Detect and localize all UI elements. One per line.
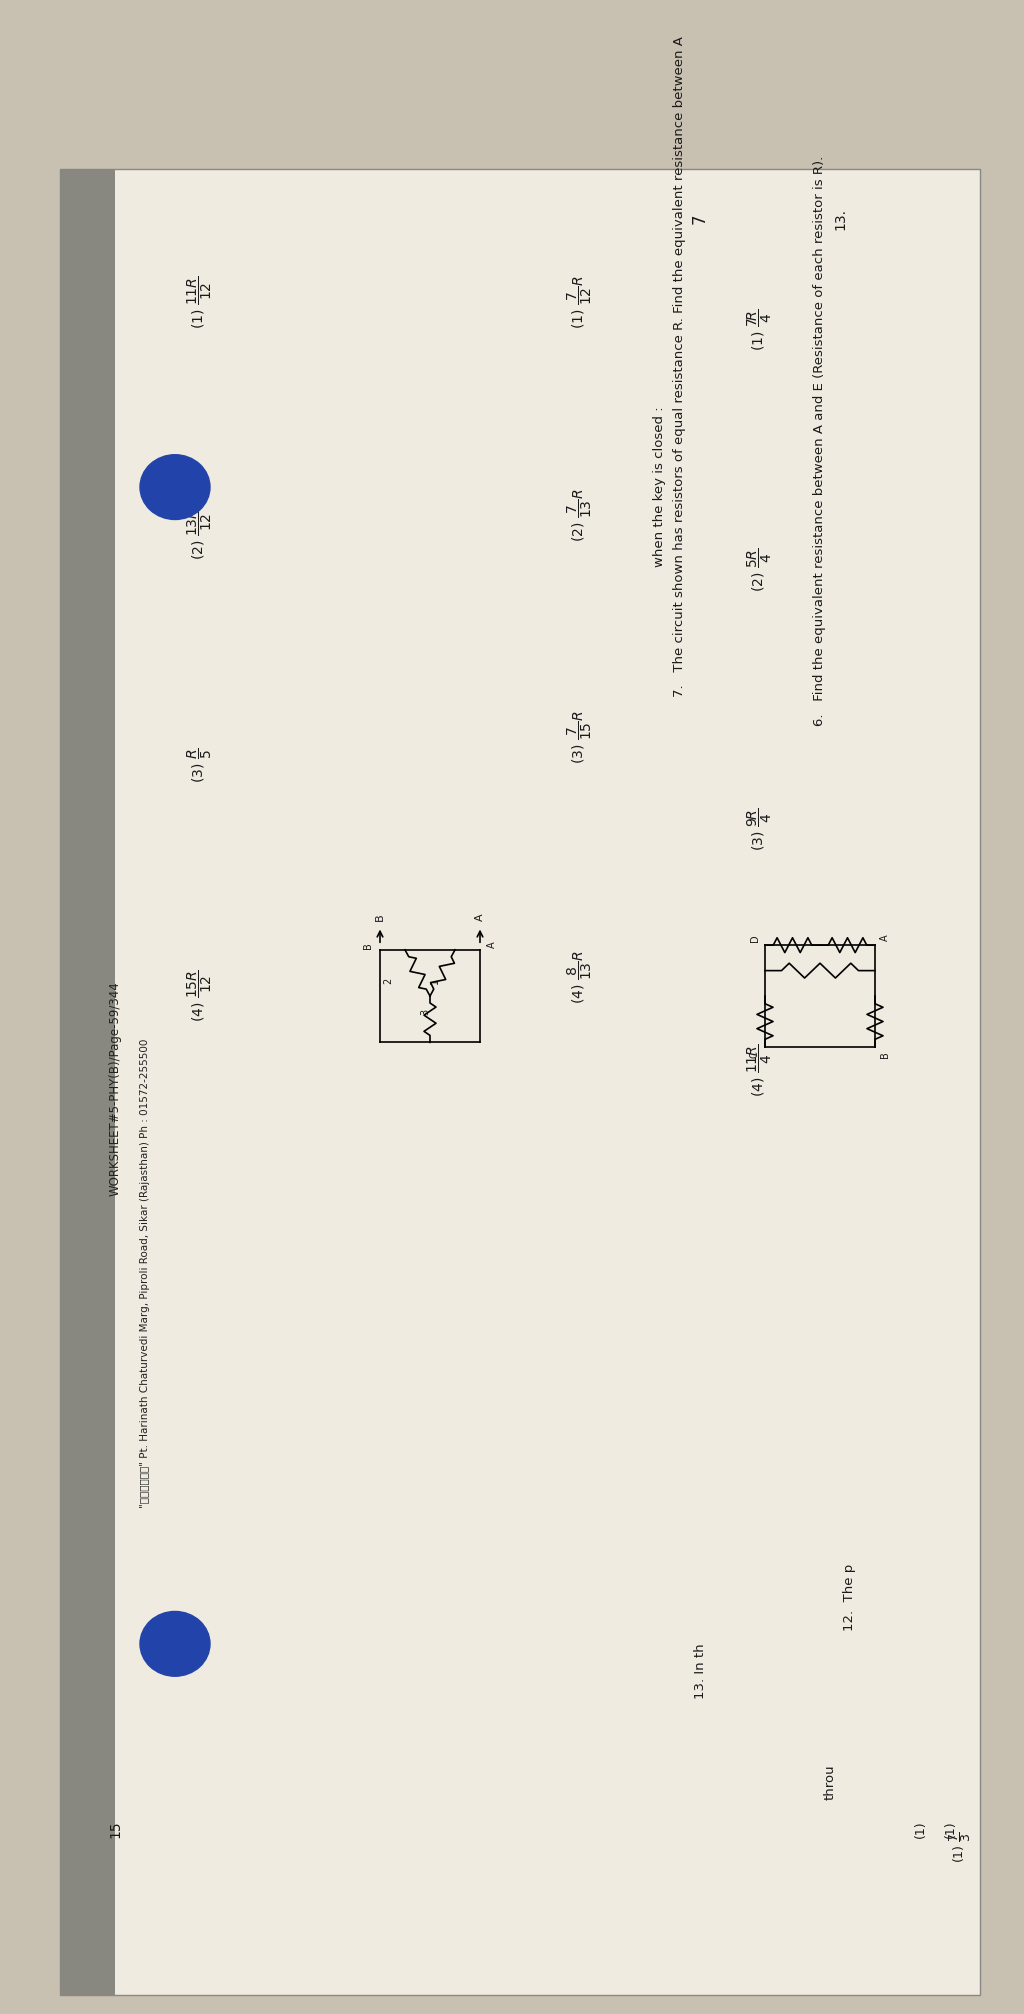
Text: $(3)\ \dfrac{9R}{4}$: $(3)\ \dfrac{9R}{4}$ <box>745 808 774 852</box>
Text: $(2)\ \dfrac{7}{13}R$: $(2)\ \dfrac{7}{13}R$ <box>566 487 594 542</box>
Text: 13.: 13. <box>833 207 847 230</box>
Text: $(4)\ \dfrac{11R}{4}$: $(4)\ \dfrac{11R}{4}$ <box>745 1043 774 1098</box>
Text: (1): (1) <box>943 1821 956 1837</box>
Text: A: A <box>487 943 497 949</box>
Polygon shape <box>60 169 980 1996</box>
Text: 3: 3 <box>420 1009 430 1015</box>
Text: "चाणक्य" Pt. Harinath Chaturvedi Marg, Piproli Road, Sikar (Rajasthan) Ph : 0157: "चाणक्य" Pt. Harinath Chaturvedi Marg, P… <box>140 1039 150 1508</box>
Text: $(2)\ \dfrac{5R}{4}$: $(2)\ \dfrac{5R}{4}$ <box>745 548 774 592</box>
Text: $(1)\ \dfrac{7R}{4}$: $(1)\ \dfrac{7R}{4}$ <box>745 308 774 350</box>
Text: $(1)\ \dfrac{7}{12}R$: $(1)\ \dfrac{7}{12}R$ <box>566 276 594 328</box>
Text: 1: 1 <box>430 977 440 983</box>
Text: B: B <box>375 914 385 920</box>
Text: throu: throu <box>823 1764 837 1801</box>
Text: 7: 7 <box>691 213 709 224</box>
Text: 13. In th: 13. In th <box>693 1643 707 1700</box>
Text: $(2)\ \dfrac{13R}{12}$: $(2)\ \dfrac{13R}{12}$ <box>185 508 214 560</box>
Text: C: C <box>750 1051 760 1057</box>
Text: 15: 15 <box>108 1821 122 1837</box>
Circle shape <box>140 455 210 520</box>
Text: $(1)\ \dfrac{7}{3}$: $(1)\ \dfrac{7}{3}$ <box>947 1831 973 1863</box>
Text: $(3)\ \dfrac{7}{15}R$: $(3)\ \dfrac{7}{15}R$ <box>566 711 594 763</box>
Text: B: B <box>362 943 373 949</box>
Circle shape <box>140 1611 210 1676</box>
Text: A: A <box>475 914 485 920</box>
Text: $(4)\ \dfrac{8}{13}R$: $(4)\ \dfrac{8}{13}R$ <box>566 951 594 1005</box>
Text: when the key is closed :: when the key is closed : <box>653 407 667 568</box>
Text: 2: 2 <box>383 977 393 983</box>
Bar <box>60 169 115 1996</box>
Text: $(1)\ \dfrac{11R}{12}$: $(1)\ \dfrac{11R}{12}$ <box>185 276 214 328</box>
Text: B: B <box>880 1051 890 1057</box>
Text: 6.   Find the equivalent resistance between A and E (Resistance of each resistor: 6. Find the equivalent resistance betwee… <box>813 155 826 725</box>
Text: A: A <box>880 934 890 941</box>
Text: WORKSHEET#5-PHY(B)/Page-59/344: WORKSHEET#5-PHY(B)/Page-59/344 <box>109 981 122 1196</box>
Text: $(4)\ \dfrac{15R}{12}$: $(4)\ \dfrac{15R}{12}$ <box>185 969 214 1023</box>
Text: D: D <box>750 934 760 943</box>
Text: (1): (1) <box>913 1821 927 1837</box>
Text: $(3)\ \dfrac{R}{5}$: $(3)\ \dfrac{R}{5}$ <box>185 747 214 783</box>
Text: 12.  The p: 12. The p <box>844 1565 856 1631</box>
Text: 7.   The circuit shown has resistors of equal resistance R. Find the equivalent : 7. The circuit shown has resistors of eq… <box>674 36 686 697</box>
